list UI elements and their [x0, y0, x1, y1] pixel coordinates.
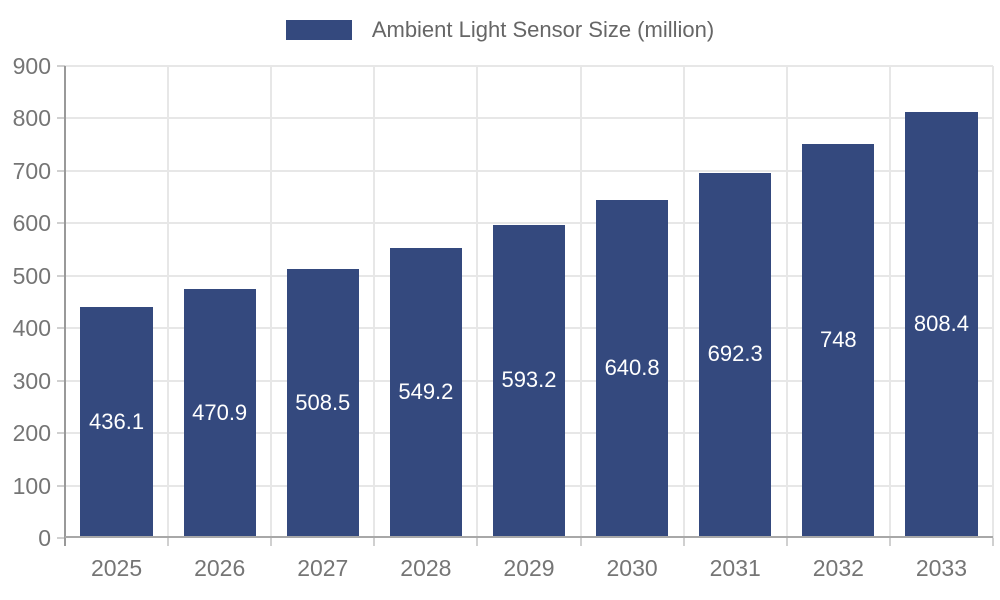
y-tick-label-200: 200 — [12, 420, 51, 447]
bar-2032[interactable]: 748 — [802, 143, 875, 536]
bar-value-label: 549.2 — [398, 378, 454, 404]
x-tick-4 — [476, 538, 479, 546]
bar-value-label: 593.2 — [501, 367, 557, 393]
y-tick-100 — [57, 484, 65, 487]
bar-2030[interactable]: 640.8 — [596, 199, 669, 536]
x-tick-label-2027: 2027 — [297, 555, 349, 581]
x-tick-2 — [270, 538, 273, 546]
legend-swatch — [285, 20, 352, 40]
y-tick-300 — [57, 379, 65, 382]
y-tick-500 — [57, 274, 65, 277]
y-tick-label-600: 600 — [12, 210, 51, 237]
y-tick-label-700: 700 — [12, 157, 51, 184]
bar-value-label: 470.9 — [192, 399, 248, 425]
y-tick-900 — [57, 65, 65, 67]
legend-label: Ambient Light Sensor Size (million) — [371, 17, 715, 42]
x-tick-label-2030: 2030 — [606, 555, 658, 581]
x-tick-label-2031: 2031 — [709, 555, 761, 581]
y-tick-200 — [57, 432, 65, 435]
x-tick-9 — [992, 538, 994, 546]
x-tick-label-2025: 2025 — [90, 555, 143, 581]
y-tick-label-0: 0 — [38, 525, 51, 551]
x-tick-label-2028: 2028 — [400, 555, 452, 581]
x-tick-3 — [373, 538, 376, 546]
y-tick-label-100: 100 — [12, 472, 51, 499]
bar-value-label: 692.3 — [707, 341, 763, 367]
plot-area: 0 100 200 300 400 500 600 700 800 900 436.1 2025 470… — [13, 53, 994, 581]
y-tick-800 — [57, 117, 65, 120]
x-tick-label-2032: 2032 — [812, 555, 864, 581]
x-tick-label-2029: 2029 — [503, 555, 555, 581]
gridline-h-700 — [65, 169, 993, 172]
x-axis-line — [65, 536, 993, 538]
bar-2028[interactable]: 549.2 — [389, 247, 462, 536]
bar-value-label: 640.8 — [604, 354, 660, 380]
x-tick-label-2026: 2026 — [194, 555, 246, 581]
x-tick-5 — [579, 538, 582, 546]
bar-2027[interactable]: 508.5 — [286, 269, 359, 536]
gridline-v-5 — [579, 66, 582, 538]
gridline-v-4 — [476, 66, 479, 538]
y-tick-label-400: 400 — [12, 315, 51, 342]
bar-value-label: 748 — [819, 326, 857, 352]
x-tick-6 — [682, 538, 685, 546]
y-tick-400 — [57, 327, 65, 330]
x-tick-label-2033: 2033 — [915, 555, 968, 581]
bar-value-label: 508.5 — [295, 389, 351, 415]
y-tick-label-800: 800 — [12, 105, 51, 132]
gridline-v-8 — [888, 66, 891, 538]
y-tick-0 — [57, 537, 65, 539]
gridline-v-6 — [682, 66, 685, 538]
y-tick-label-900: 900 — [12, 53, 51, 79]
bar-2025[interactable]: 436.1 — [80, 307, 153, 536]
x-tick-7 — [785, 538, 788, 546]
bar-2029[interactable]: 593.2 — [492, 224, 566, 536]
y-tick-600 — [57, 222, 65, 225]
bar-2031[interactable]: 692.3 — [699, 172, 772, 536]
gridline-v-7 — [785, 66, 788, 538]
y-tick-label-300: 300 — [12, 367, 51, 394]
gridline-h-900 — [65, 65, 993, 67]
legend[interactable]: Ambient Light Sensor Size (million) — [0, 17, 1000, 43]
gridline-v-2 — [270, 66, 273, 538]
y-tick-label-500: 500 — [12, 262, 51, 289]
gridline-h-800 — [65, 117, 993, 120]
bar-value-label: 808.4 — [913, 311, 969, 337]
bar-value-label: 436.1 — [89, 408, 145, 434]
bar-2026[interactable]: 470.9 — [183, 289, 256, 536]
gridline-v-3 — [373, 66, 376, 538]
gridline-v-9 — [992, 66, 994, 538]
y-tick-700 — [57, 169, 65, 172]
x-tick-8 — [888, 538, 891, 546]
gridline-v-1 — [167, 66, 170, 538]
bar-2033[interactable]: 808.4 — [905, 112, 978, 536]
y-axis-line — [64, 66, 66, 546]
gridline-h-600 — [65, 222, 993, 225]
x-tick-1 — [167, 538, 170, 546]
